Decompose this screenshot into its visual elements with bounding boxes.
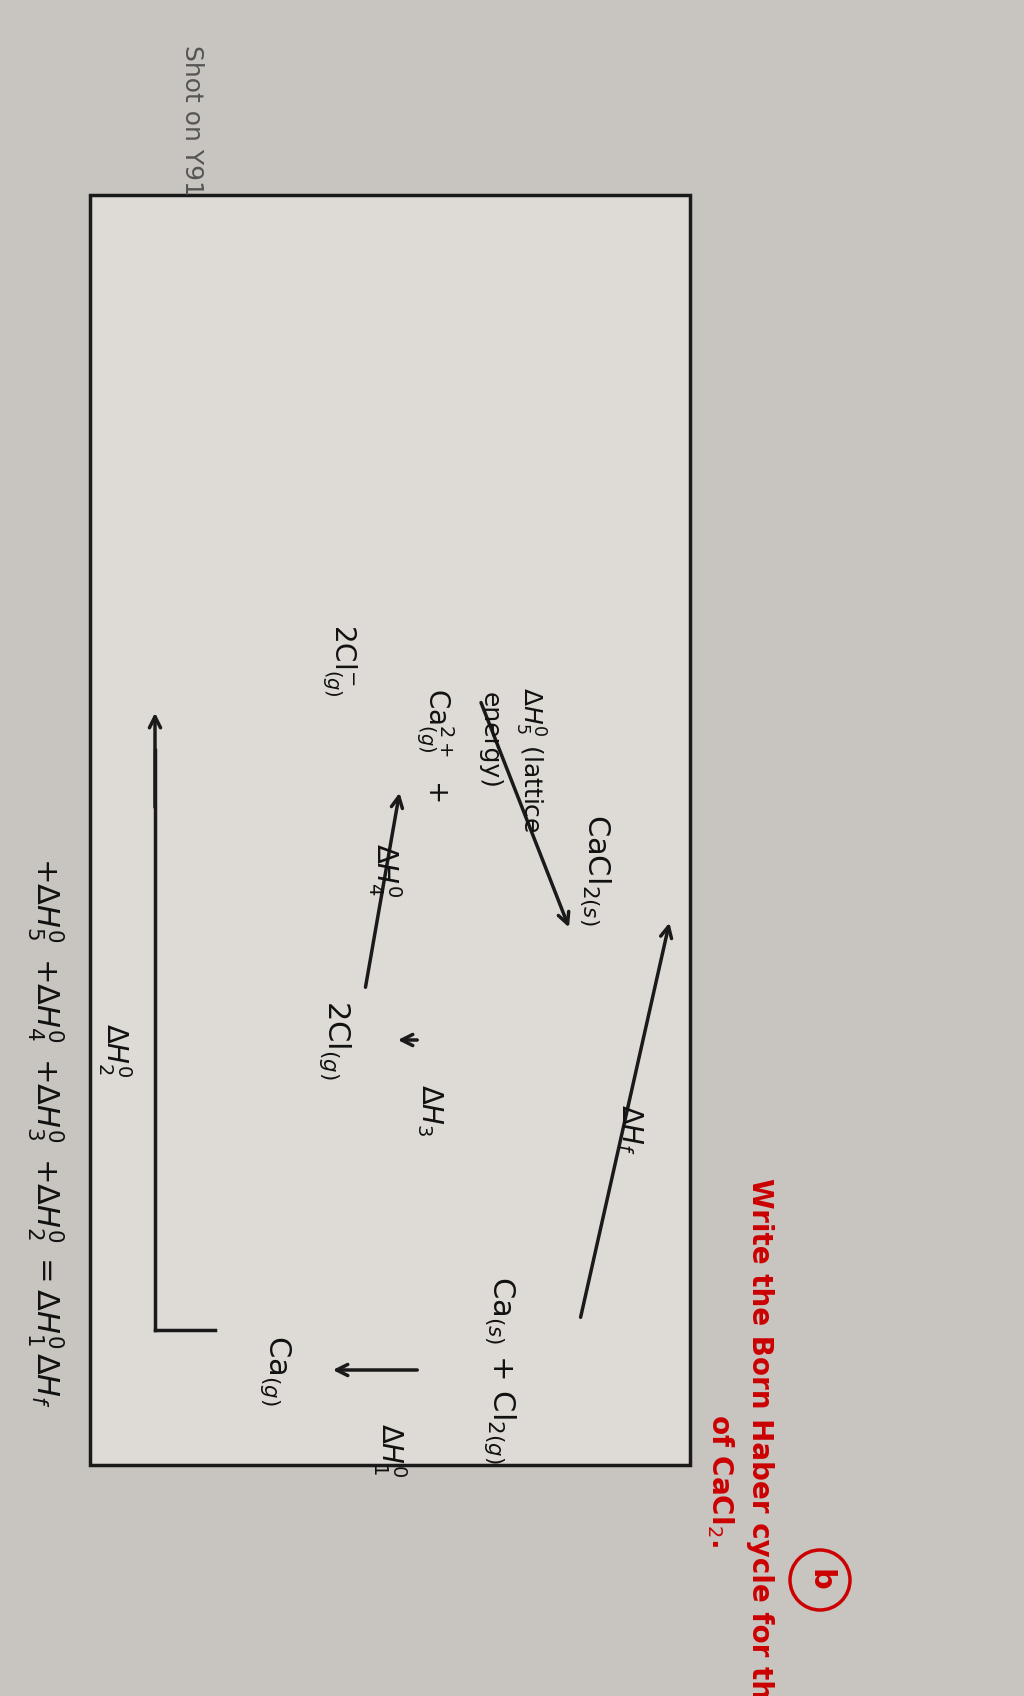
Text: $\Delta H^0_4$: $\Delta H^0_4$ (366, 843, 403, 897)
Text: 2Cl$^{-}_{(g)}$: 2Cl$^{-}_{(g)}$ (322, 624, 358, 697)
Text: $= \Delta H^0_1$: $= \Delta H^0_1$ (25, 1252, 66, 1348)
Text: $\Delta H_3$: $\Delta H_3$ (415, 1084, 444, 1136)
Text: $\Delta H^0_2$: $\Delta H^0_2$ (96, 1023, 134, 1077)
Text: $\Delta H_f$: $\Delta H_f$ (615, 1104, 645, 1155)
FancyBboxPatch shape (90, 195, 690, 1465)
Text: $+ \Delta H^0_5$: $+ \Delta H^0_5$ (25, 856, 66, 943)
Text: CaCl$_{2(s)}$: CaCl$_{2(s)}$ (578, 814, 612, 926)
Text: 2Cl$_{(g)}$: 2Cl$_{(g)}$ (317, 1001, 353, 1080)
Text: $\Delta H^0_5$ (lattice: $\Delta H^0_5$ (lattice (513, 687, 547, 833)
Text: energy): energy) (478, 692, 502, 789)
Text: Ca$_{(s)}$ + Cl$_{2(g)}$: Ca$_{(s)}$ + Cl$_{2(g)}$ (482, 1275, 518, 1464)
Text: Ca$_{(g)}$: Ca$_{(g)}$ (258, 1335, 293, 1406)
Text: of CaCl$_2$.: of CaCl$_2$. (705, 1413, 735, 1547)
Text: $\Delta H^0_1$: $\Delta H^0_1$ (371, 1423, 409, 1477)
Text: $+ \Delta H^0_2$: $+ \Delta H^0_2$ (25, 1157, 66, 1243)
Text: Write the Born Haber cycle for the formation: Write the Born Haber cycle for the forma… (746, 1179, 774, 1696)
Text: b: b (806, 1569, 835, 1591)
Text: $\Delta H_f$: $\Delta H_f$ (30, 1352, 60, 1408)
Text: Ca$^{2+}_{(g)}$  +: Ca$^{2+}_{(g)}$ + (414, 689, 456, 802)
Text: Shot on Y91: Shot on Y91 (180, 44, 204, 195)
Text: $+ \Delta H^0_4$: $+ \Delta H^0_4$ (25, 957, 66, 1043)
Text: $+ \Delta H^0_3$: $+ \Delta H^0_3$ (25, 1057, 66, 1143)
